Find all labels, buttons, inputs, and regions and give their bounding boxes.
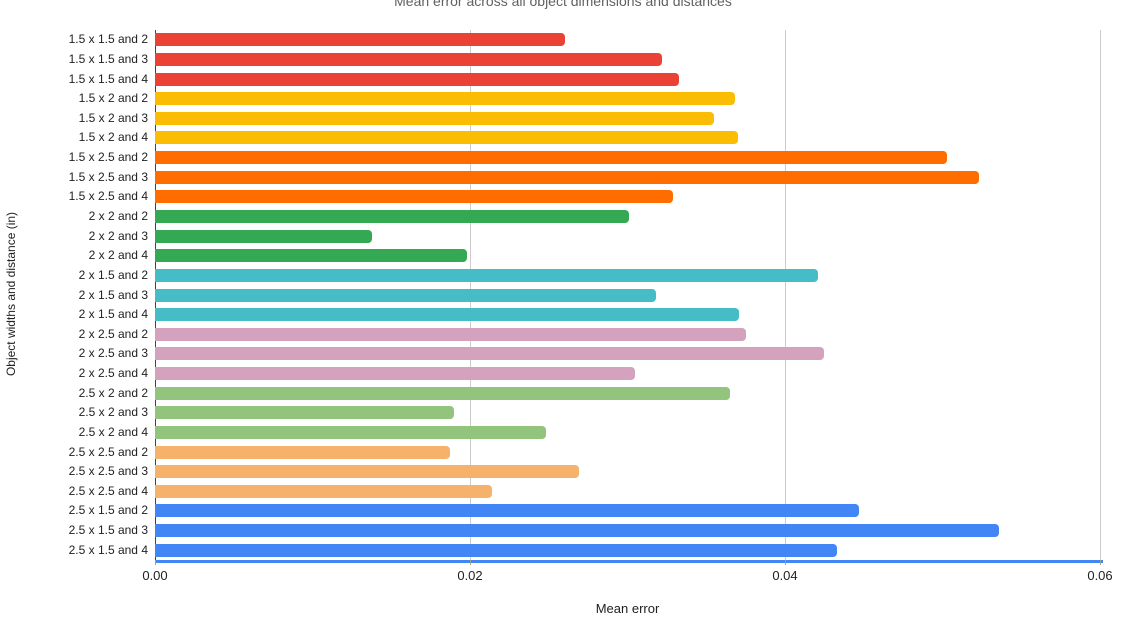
category-label: 1.5 x 2.5 and 2 [68, 150, 148, 165]
category-label: 1.5 x 2.5 and 3 [68, 169, 148, 184]
category-label: 1.5 x 2 and 3 [78, 110, 148, 125]
bar [155, 406, 455, 420]
x-axis-title: Mean error [595, 601, 660, 616]
category-label: 2.5 x 1.5 and 2 [68, 503, 148, 518]
bar [155, 52, 663, 66]
category-label: 2.5 x 2 and 3 [78, 405, 148, 420]
bar [155, 327, 746, 341]
bar [155, 268, 819, 282]
bar [155, 367, 636, 381]
bar [155, 170, 979, 184]
bar [155, 111, 715, 125]
category-label: 1.5 x 1.5 and 2 [68, 32, 148, 47]
bar [155, 543, 837, 557]
x-tick-label: 0.06 [1087, 568, 1113, 583]
category-label: 1.5 x 2.5 and 4 [68, 189, 148, 204]
category-label: 1.5 x 2 and 2 [78, 91, 148, 106]
x-tick-mark [1100, 560, 1101, 565]
x-tick-label: 0.04 [772, 568, 798, 583]
x-tick-mark [785, 560, 786, 565]
x-tick-mark [155, 560, 156, 565]
bar [155, 524, 1000, 538]
bar [155, 249, 467, 263]
bar [155, 347, 825, 361]
x-tick-label: 0.02 [457, 568, 483, 583]
bar [155, 465, 579, 479]
category-label: 1.5 x 2 and 4 [78, 130, 148, 145]
category-label: 2 x 2 and 3 [88, 228, 148, 243]
category-label: 2.5 x 1.5 and 4 [68, 542, 148, 557]
gridline [785, 30, 786, 560]
bar [155, 288, 656, 302]
gridline [1100, 30, 1101, 560]
category-label: 2.5 x 2 and 4 [78, 424, 148, 439]
bar [155, 131, 738, 145]
category-label: 1.5 x 1.5 and 4 [68, 71, 148, 86]
bar [155, 33, 565, 47]
bar [155, 72, 680, 86]
bar [155, 425, 546, 439]
category-label: 2.5 x 1.5 and 3 [68, 523, 148, 538]
bar [155, 151, 948, 165]
x-tick-label: 0.00 [142, 568, 168, 583]
x-tick-mark [470, 560, 471, 565]
chart-title: Mean error across all object dimensions … [394, 0, 732, 9]
x-axis-baseline [155, 560, 1103, 563]
category-label: 2 x 1.5 and 2 [78, 267, 148, 282]
category-label: 2.5 x 2.5 and 2 [68, 444, 148, 459]
bar [155, 445, 450, 459]
category-label: 2 x 1.5 and 3 [78, 287, 148, 302]
category-label: 2.5 x 2 and 2 [78, 385, 148, 400]
bar [155, 229, 373, 243]
category-label: 1.5 x 1.5 and 3 [68, 51, 148, 66]
bar [155, 484, 493, 498]
bar [155, 504, 860, 518]
category-label: 2 x 2 and 2 [88, 208, 148, 223]
bar [155, 190, 674, 204]
category-label: 2 x 2 and 4 [88, 248, 148, 263]
category-label: 2.5 x 2.5 and 4 [68, 483, 148, 498]
bar [155, 92, 735, 106]
category-label: 2 x 2.5 and 2 [78, 326, 148, 341]
plot-area [155, 30, 1103, 563]
category-label: 2 x 1.5 and 4 [78, 307, 148, 322]
category-label: 2.5 x 2.5 and 3 [68, 464, 148, 479]
bar [155, 308, 740, 322]
category-label: 2 x 2.5 and 4 [78, 366, 148, 381]
bar [155, 209, 630, 223]
bar [155, 386, 730, 400]
category-label: 2 x 2.5 and 3 [78, 346, 148, 361]
